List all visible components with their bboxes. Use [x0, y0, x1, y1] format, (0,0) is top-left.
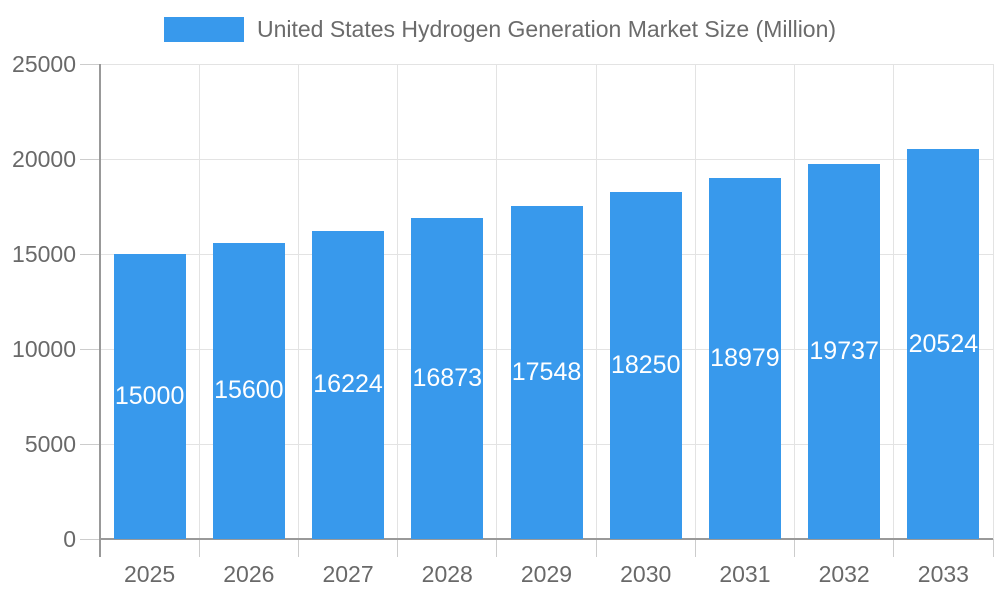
- plot-area: 0 5000 10000 15000 20000 25000 15000 2025 15600 2…: [12, 53, 994, 586]
- y-axis-tick: [80, 253, 100, 255]
- bar-value-label: 18979: [710, 344, 780, 373]
- x-gridline: [992, 64, 994, 539]
- y-axis-tick: [80, 538, 100, 540]
- bar-value-label: 16224: [313, 370, 383, 399]
- x-gridline: [694, 64, 696, 539]
- x-axis-tick: [297, 539, 299, 557]
- x-axis-label: 2025: [124, 561, 176, 587]
- y-axis-label: 25000: [12, 51, 76, 77]
- y-axis-tick: [80, 348, 100, 350]
- x-gridline: [297, 64, 299, 539]
- x-axis-label: 2031: [719, 561, 771, 587]
- bar[interactable]: 18250: [609, 192, 682, 539]
- bar[interactable]: 19737: [808, 164, 881, 539]
- legend-swatch: [163, 16, 244, 42]
- bar-value-label: 15600: [214, 376, 284, 405]
- legend-label: United States Hydrogen Generation Market…: [256, 15, 837, 42]
- x-axis-label: 2026: [223, 561, 275, 587]
- bar-value-label: 19737: [809, 337, 879, 365]
- x-axis-label: 2030: [620, 561, 672, 587]
- bar-value-label: 17548: [511, 357, 582, 386]
- y-axis-label: 20000: [12, 146, 76, 172]
- x-gridline: [595, 64, 597, 539]
- x-axis-tick: [198, 539, 200, 557]
- bar-value-label: 15000: [114, 382, 185, 410]
- legend: United States Hydrogen Generation Market…: [0, 15, 1000, 43]
- y-gridline: [100, 158, 993, 160]
- x-axis-line: [100, 538, 993, 540]
- x-axis-tick: [992, 539, 994, 557]
- x-axis-tick: [595, 539, 597, 557]
- x-gridline: [198, 64, 200, 539]
- y-axis-tick: [80, 158, 100, 160]
- bar-value-label: 16873: [412, 364, 483, 393]
- x-gridline: [893, 64, 895, 539]
- x-gridline: [794, 64, 796, 539]
- y-axis-label: 5000: [24, 431, 76, 457]
- x-axis-label: 2028: [421, 561, 473, 587]
- bar-value-label: 20524: [908, 329, 979, 358]
- x-axis-tick: [893, 539, 895, 557]
- y-axis-label: 10000: [12, 336, 76, 362]
- bar[interactable]: 15600: [212, 242, 285, 539]
- x-axis-tick: [397, 539, 399, 557]
- bar[interactable]: 15000: [113, 254, 186, 539]
- bar-value-label: 18250: [610, 351, 681, 380]
- x-axis-label: 2027: [322, 561, 374, 587]
- x-axis-tick: [794, 539, 796, 557]
- x-axis-label: 2029: [520, 561, 573, 587]
- y-gridline: [100, 63, 993, 65]
- bar[interactable]: 20524: [907, 149, 980, 539]
- y-axis-label: 0: [63, 526, 76, 552]
- x-gridline: [397, 64, 399, 539]
- bar[interactable]: 17548: [510, 205, 583, 539]
- y-axis-label: 15000: [12, 241, 76, 267]
- x-axis-label: 2032: [818, 561, 870, 587]
- y-axis-tick: [80, 63, 100, 65]
- x-gridline: [496, 64, 498, 539]
- bar[interactable]: 18979: [708, 178, 781, 539]
- bar[interactable]: 16873: [411, 218, 484, 539]
- x-axis-tick: [694, 539, 696, 557]
- x-axis-tick: [496, 539, 498, 557]
- y-axis-line: [99, 64, 101, 557]
- x-axis-label: 2033: [917, 561, 969, 587]
- y-axis-tick: [80, 443, 100, 445]
- bar[interactable]: 16224: [312, 230, 385, 539]
